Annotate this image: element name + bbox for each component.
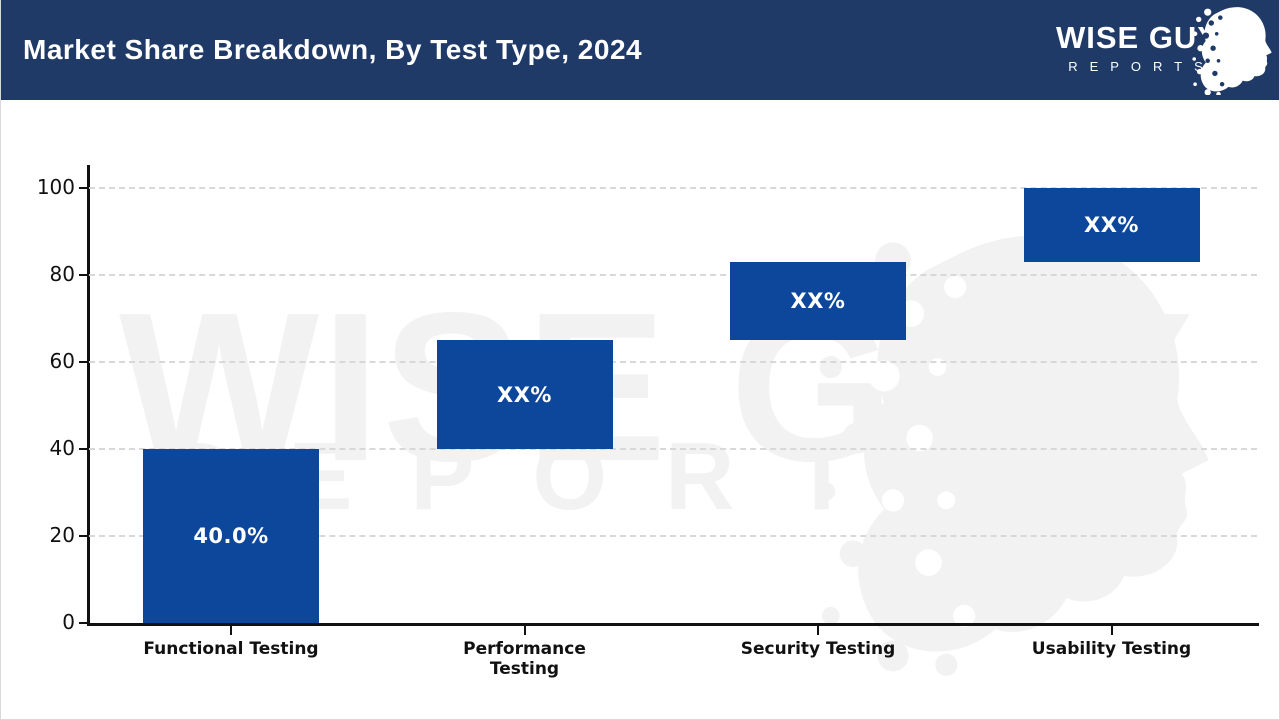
head-profile-icon (1192, 7, 1272, 95)
page-title: Market Share Breakdown, By Test Type, 20… (23, 34, 643, 65)
x-tick (523, 626, 526, 635)
x-tick (1110, 626, 1113, 635)
y-tick (79, 274, 88, 276)
y-tick-label: 80 (49, 262, 75, 286)
bar-performance-testing: XX% (436, 340, 613, 449)
bar-value-label: 40.0% (193, 524, 269, 548)
y-tick (79, 535, 88, 537)
bar-value-label: XX% (1084, 212, 1139, 237)
y-tick (79, 622, 88, 624)
brand-logo: WISE GUY REPORTS (1029, 0, 1279, 100)
y-tick-label: 40 (49, 436, 75, 460)
y-tick (79, 361, 88, 363)
logo-subtext: REPORTS (1068, 59, 1215, 74)
x-tick-label: Performance Testing (463, 639, 586, 680)
x-tick (230, 626, 232, 635)
y-gridline (89, 361, 1257, 363)
bar-value-label: XX% (790, 289, 846, 314)
x-tick-label: Security Testing (740, 639, 896, 659)
y-gridline (89, 448, 1257, 450)
x-tick (817, 626, 819, 635)
y-tick-label: 20 (49, 523, 75, 547)
watermark-head-profile-icon (817, 235, 1209, 676)
x-axis-line (87, 623, 1259, 626)
y-gridline (89, 274, 1257, 276)
y-gridline (89, 187, 1257, 189)
x-tick-label: Functional Testing (143, 639, 319, 659)
y-gridline (89, 535, 1257, 537)
y-tick (79, 448, 88, 450)
y-axis-line (87, 165, 90, 625)
brand-logo-text: WISE GUY REPORTS (1056, 20, 1219, 74)
bar-usability-testing: XX% (1023, 188, 1200, 262)
bar-value-label: XX% (497, 382, 552, 407)
y-tick-label: 100 (36, 175, 75, 199)
bar-functional-testing: 40.0% (143, 449, 319, 623)
y-tick (79, 187, 88, 189)
y-tick-label: 0 (62, 610, 75, 634)
bar-security-testing: XX% (730, 261, 906, 341)
x-tick-label: Usability Testing (1031, 639, 1192, 659)
y-tick-label: 60 (49, 349, 75, 373)
header: Market Share Breakdown, By Test Type, 20… (1, 0, 1279, 100)
logo-wordmark: WISE GUY (1055, 20, 1219, 55)
